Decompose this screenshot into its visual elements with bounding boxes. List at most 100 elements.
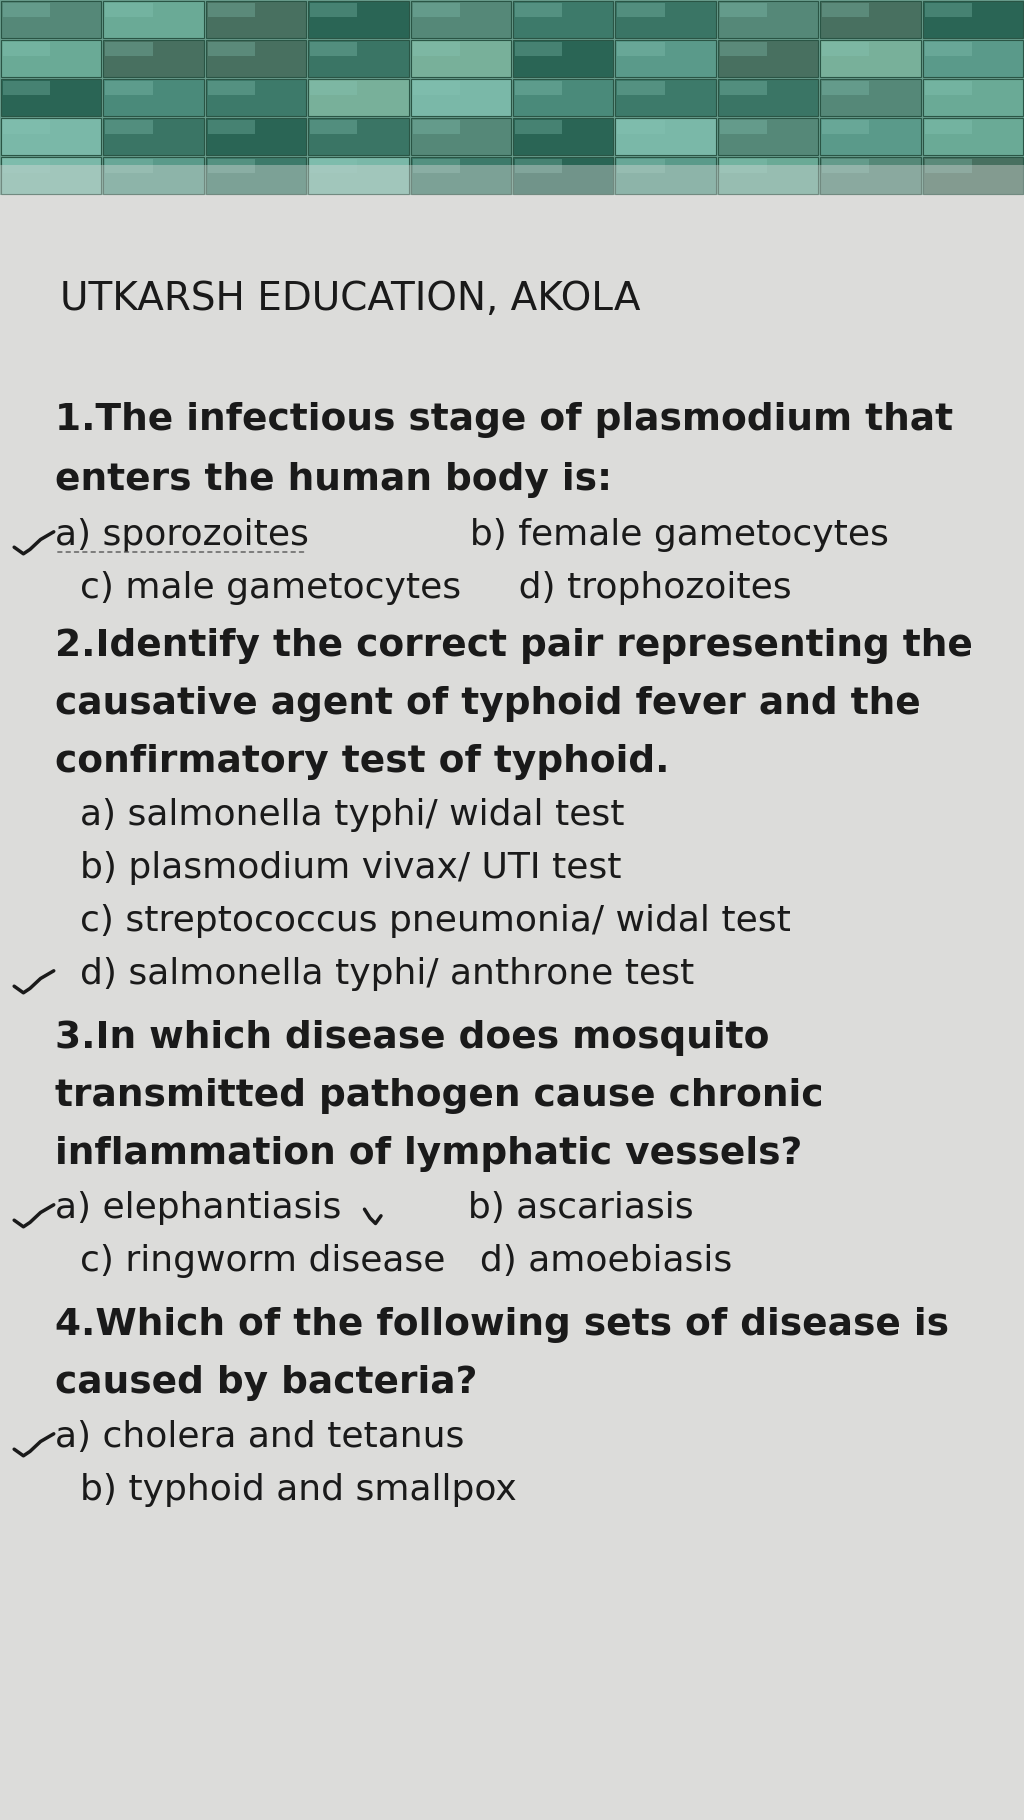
Bar (413, 4, 460, 16)
FancyBboxPatch shape (411, 78, 511, 116)
Text: c) streptococcus pneumonia/ widal test: c) streptococcus pneumonia/ widal test (80, 905, 791, 937)
Text: enters the human body is:: enters the human body is: (55, 462, 612, 499)
FancyBboxPatch shape (615, 2, 716, 38)
Text: d) salmonella typhi/ anthrone test: d) salmonella typhi/ anthrone test (80, 957, 694, 992)
FancyBboxPatch shape (820, 40, 921, 76)
Bar (822, 120, 869, 133)
Bar (310, 42, 357, 56)
FancyBboxPatch shape (513, 157, 613, 195)
Bar (3, 42, 50, 56)
FancyBboxPatch shape (923, 40, 1023, 76)
Bar (105, 42, 153, 56)
Text: a) cholera and tetanus: a) cholera and tetanus (55, 1420, 464, 1454)
FancyBboxPatch shape (923, 157, 1023, 195)
FancyBboxPatch shape (1, 40, 101, 76)
FancyBboxPatch shape (206, 40, 306, 76)
FancyBboxPatch shape (1, 118, 101, 155)
Text: confirmatory test of typhoid.: confirmatory test of typhoid. (55, 744, 670, 781)
Bar (925, 158, 972, 173)
FancyBboxPatch shape (718, 78, 818, 116)
Bar (3, 158, 50, 173)
FancyBboxPatch shape (411, 40, 511, 76)
Text: inflammation of lymphatic vessels?: inflammation of lymphatic vessels? (55, 1136, 802, 1172)
FancyBboxPatch shape (206, 78, 306, 116)
FancyBboxPatch shape (923, 2, 1023, 38)
Bar (208, 42, 255, 56)
FancyBboxPatch shape (1, 78, 101, 116)
FancyBboxPatch shape (103, 78, 204, 116)
Text: UTKARSH EDUCATION, AKOLA: UTKARSH EDUCATION, AKOLA (60, 280, 640, 318)
FancyBboxPatch shape (206, 157, 306, 195)
Text: 1.The infectious stage of plasmodium that: 1.The infectious stage of plasmodium tha… (55, 402, 953, 439)
FancyBboxPatch shape (718, 2, 818, 38)
Bar (515, 4, 562, 16)
Bar (208, 4, 255, 16)
Bar (720, 158, 767, 173)
Text: a) elephantiasis           b) ascariasis: a) elephantiasis b) ascariasis (55, 1190, 693, 1225)
FancyBboxPatch shape (308, 78, 409, 116)
Text: c) ringworm disease   d) amoebiasis: c) ringworm disease d) amoebiasis (80, 1245, 732, 1278)
Bar (3, 120, 50, 133)
FancyBboxPatch shape (308, 40, 409, 76)
FancyBboxPatch shape (103, 2, 204, 38)
Bar (413, 120, 460, 133)
Text: a) sporozoites              b) female gametocytes: a) sporozoites b) female gametocytes (55, 519, 889, 551)
Bar (925, 4, 972, 16)
FancyBboxPatch shape (206, 2, 306, 38)
FancyBboxPatch shape (411, 118, 511, 155)
Bar (413, 82, 460, 95)
Bar (617, 158, 665, 173)
Bar (617, 4, 665, 16)
Bar (925, 82, 972, 95)
Bar (208, 82, 255, 95)
Bar (720, 82, 767, 95)
Bar (208, 120, 255, 133)
Bar (617, 82, 665, 95)
FancyBboxPatch shape (206, 118, 306, 155)
Bar (413, 42, 460, 56)
FancyBboxPatch shape (513, 118, 613, 155)
Bar (310, 120, 357, 133)
FancyBboxPatch shape (411, 157, 511, 195)
Bar (617, 42, 665, 56)
Bar (0, 166, 1024, 195)
FancyBboxPatch shape (923, 78, 1023, 116)
Bar (515, 158, 562, 173)
Bar (310, 4, 357, 16)
FancyBboxPatch shape (513, 2, 613, 38)
FancyBboxPatch shape (820, 78, 921, 116)
Bar (310, 158, 357, 173)
Bar (720, 4, 767, 16)
Text: 3.In which disease does mosquito: 3.In which disease does mosquito (55, 1019, 769, 1056)
FancyBboxPatch shape (308, 157, 409, 195)
Bar (925, 42, 972, 56)
Bar (515, 82, 562, 95)
FancyBboxPatch shape (411, 2, 511, 38)
FancyBboxPatch shape (103, 118, 204, 155)
FancyBboxPatch shape (103, 157, 204, 195)
Text: c) male gametocytes     d) trophozoites: c) male gametocytes d) trophozoites (80, 571, 792, 604)
Bar (105, 120, 153, 133)
Text: b) plasmodium vivax/ UTI test: b) plasmodium vivax/ UTI test (80, 852, 622, 885)
FancyBboxPatch shape (820, 118, 921, 155)
FancyBboxPatch shape (308, 2, 409, 38)
Bar (208, 158, 255, 173)
Bar (105, 4, 153, 16)
Bar (3, 4, 50, 16)
Bar (105, 158, 153, 173)
Text: 2.Identify the correct pair representing the: 2.Identify the correct pair representing… (55, 628, 973, 664)
Bar (0, 0, 1024, 195)
FancyBboxPatch shape (513, 40, 613, 76)
FancyBboxPatch shape (615, 118, 716, 155)
Bar (720, 42, 767, 56)
Text: a) salmonella typhi/ widal test: a) salmonella typhi/ widal test (80, 797, 625, 832)
FancyBboxPatch shape (923, 118, 1023, 155)
Bar (822, 4, 869, 16)
Bar (822, 82, 869, 95)
Bar (515, 120, 562, 133)
FancyBboxPatch shape (308, 118, 409, 155)
Text: causative agent of typhoid fever and the: causative agent of typhoid fever and the (55, 686, 921, 723)
FancyBboxPatch shape (718, 40, 818, 76)
Bar (310, 82, 357, 95)
FancyBboxPatch shape (1, 157, 101, 195)
